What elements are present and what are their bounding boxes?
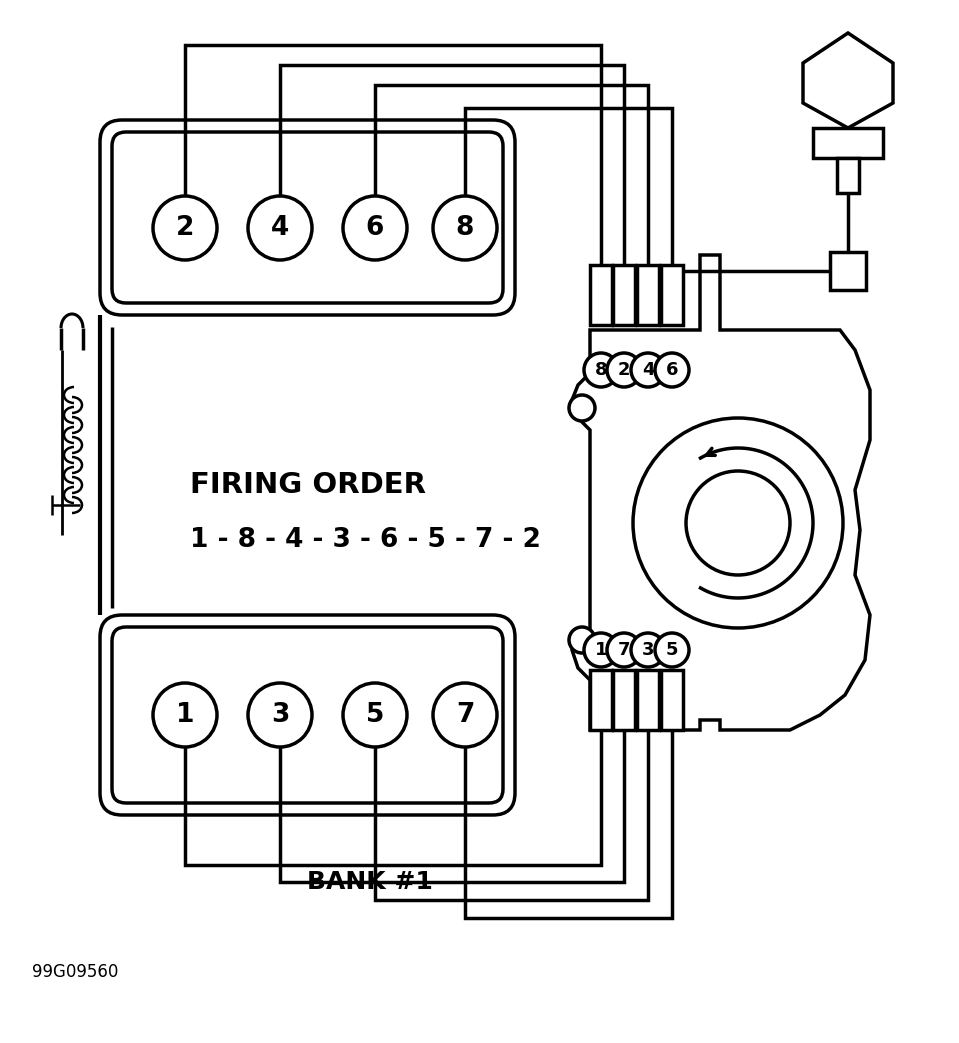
Circle shape (433, 196, 497, 260)
Text: 1: 1 (595, 641, 607, 659)
FancyBboxPatch shape (100, 120, 515, 315)
Circle shape (631, 353, 665, 387)
Text: BANK #1: BANK #1 (307, 870, 433, 894)
Circle shape (584, 353, 618, 387)
Text: 2: 2 (618, 361, 630, 379)
Circle shape (153, 683, 217, 747)
FancyBboxPatch shape (112, 132, 503, 304)
Circle shape (655, 633, 689, 668)
Text: 6: 6 (365, 215, 385, 241)
Text: 4: 4 (642, 361, 654, 379)
Polygon shape (572, 254, 870, 730)
Circle shape (343, 683, 407, 747)
Circle shape (633, 418, 843, 628)
Bar (661, 265, 683, 325)
Text: 1 - 8 - 4 - 3 - 6 - 5 - 7 - 2: 1 - 8 - 4 - 3 - 6 - 5 - 7 - 2 (190, 527, 541, 553)
Circle shape (655, 353, 689, 387)
Circle shape (569, 395, 595, 421)
Circle shape (584, 633, 618, 668)
Text: 99G09560: 99G09560 (32, 963, 118, 981)
Text: 8: 8 (595, 361, 607, 379)
Bar (661, 670, 683, 730)
Text: 5: 5 (365, 702, 385, 728)
Bar (590, 670, 612, 730)
Circle shape (433, 683, 497, 747)
Bar (590, 265, 612, 325)
Bar (830, 252, 866, 290)
FancyBboxPatch shape (112, 627, 503, 803)
Text: 8: 8 (456, 215, 474, 241)
FancyBboxPatch shape (100, 615, 515, 815)
Bar (613, 265, 635, 325)
Text: 6: 6 (666, 361, 678, 379)
Text: 3: 3 (642, 641, 654, 659)
Circle shape (343, 196, 407, 260)
Text: 7: 7 (456, 702, 474, 728)
Circle shape (607, 353, 641, 387)
Circle shape (686, 471, 790, 575)
Text: 2: 2 (175, 215, 194, 241)
Text: 4: 4 (270, 215, 289, 241)
Bar (637, 265, 659, 325)
Circle shape (153, 196, 217, 260)
Text: 3: 3 (270, 702, 290, 728)
Bar (813, 128, 883, 157)
Bar (637, 670, 659, 730)
Circle shape (607, 633, 641, 668)
Bar (613, 670, 635, 730)
Circle shape (569, 627, 595, 653)
Circle shape (248, 683, 312, 747)
Circle shape (248, 196, 312, 260)
Circle shape (631, 633, 665, 668)
Bar (837, 157, 859, 193)
Text: 5: 5 (666, 641, 678, 659)
Text: 7: 7 (618, 641, 630, 659)
Polygon shape (803, 33, 893, 128)
Text: FIRING ORDER: FIRING ORDER (190, 471, 426, 499)
Text: 1: 1 (175, 702, 195, 728)
